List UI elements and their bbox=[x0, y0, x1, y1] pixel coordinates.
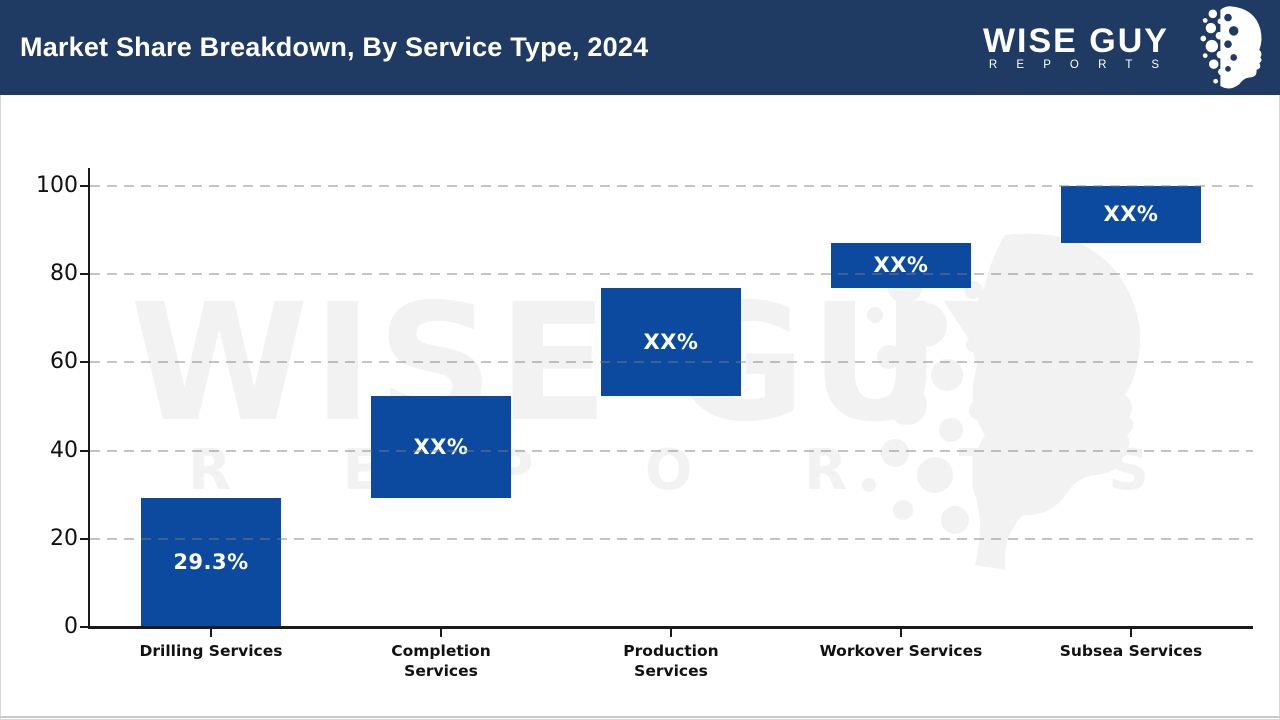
logo-wordmark: WISE GUY bbox=[982, 21, 1169, 60]
y-tick-label: 20 bbox=[50, 525, 78, 551]
y-tick-label: 60 bbox=[50, 349, 78, 375]
page-title: Market Share Breakdown, By Service Type,… bbox=[20, 32, 649, 62]
header-bar: Market Share Breakdown, By Service Type,… bbox=[0, 0, 1280, 95]
y-gridline bbox=[90, 361, 1253, 364]
y-tick-mark bbox=[80, 361, 88, 364]
waterfall-bar: 29.3% bbox=[141, 497, 281, 627]
y-tick-mark bbox=[80, 537, 88, 540]
y-gridline bbox=[90, 185, 1253, 187]
x-tick-label: Completion Services bbox=[391, 642, 491, 681]
plot-area: 0 20 40 60 80 100 29.3% Drilling Services XX% Com… bbox=[0, 95, 1280, 720]
y-tick-mark bbox=[80, 449, 88, 452]
y-tick-mark bbox=[80, 273, 88, 276]
y-gridline bbox=[90, 537, 1253, 540]
y-gridline bbox=[90, 273, 1253, 276]
waterfall-bar: XX% bbox=[1061, 186, 1201, 243]
y-tick-mark bbox=[80, 185, 88, 187]
logo-subtitle: R E P O R T S bbox=[988, 59, 1168, 72]
logo-head-icon bbox=[1200, 5, 1262, 88]
y-tick-mark bbox=[80, 626, 88, 628]
waterfall-bar: XX% bbox=[601, 287, 741, 396]
bar-value-label: 29.3% bbox=[173, 550, 249, 575]
y-tick-label: 80 bbox=[50, 261, 78, 287]
bar-value-label: XX% bbox=[873, 253, 929, 278]
bar-value-label: XX% bbox=[1103, 202, 1159, 227]
x-tick-label: Production Services bbox=[623, 642, 719, 681]
x-axis-line bbox=[88, 626, 1253, 629]
wise-guy-logo: WISE GUY R E P O R T S bbox=[983, 0, 1266, 95]
logo-text: WISE GUY R E P O R T S bbox=[982, 21, 1169, 72]
x-tick-mark bbox=[440, 629, 442, 637]
y-gridline bbox=[90, 449, 1253, 452]
waterfall-bar: XX% bbox=[831, 242, 971, 288]
waterfall-bar: XX% bbox=[371, 395, 511, 498]
y-tick-label: 0 bbox=[64, 614, 78, 639]
y-tick-label: 100 bbox=[36, 173, 78, 198]
watermark-head-icon bbox=[862, 233, 1141, 571]
x-tick-mark bbox=[1130, 629, 1132, 637]
y-tick-label: 40 bbox=[50, 437, 78, 463]
bar-value-label: XX% bbox=[643, 329, 699, 354]
x-tick-mark bbox=[900, 629, 902, 637]
x-tick-label: Subsea Services bbox=[1059, 642, 1203, 660]
x-tick-label: Drilling Services bbox=[139, 642, 283, 660]
page-bottom-rule bbox=[0, 716, 1280, 718]
x-tick-mark bbox=[210, 629, 212, 637]
x-tick-label: Workover Services bbox=[819, 642, 983, 660]
x-tick-mark bbox=[670, 629, 672, 637]
y-axis-line bbox=[88, 168, 90, 629]
bar-value-label: XX% bbox=[413, 434, 469, 459]
